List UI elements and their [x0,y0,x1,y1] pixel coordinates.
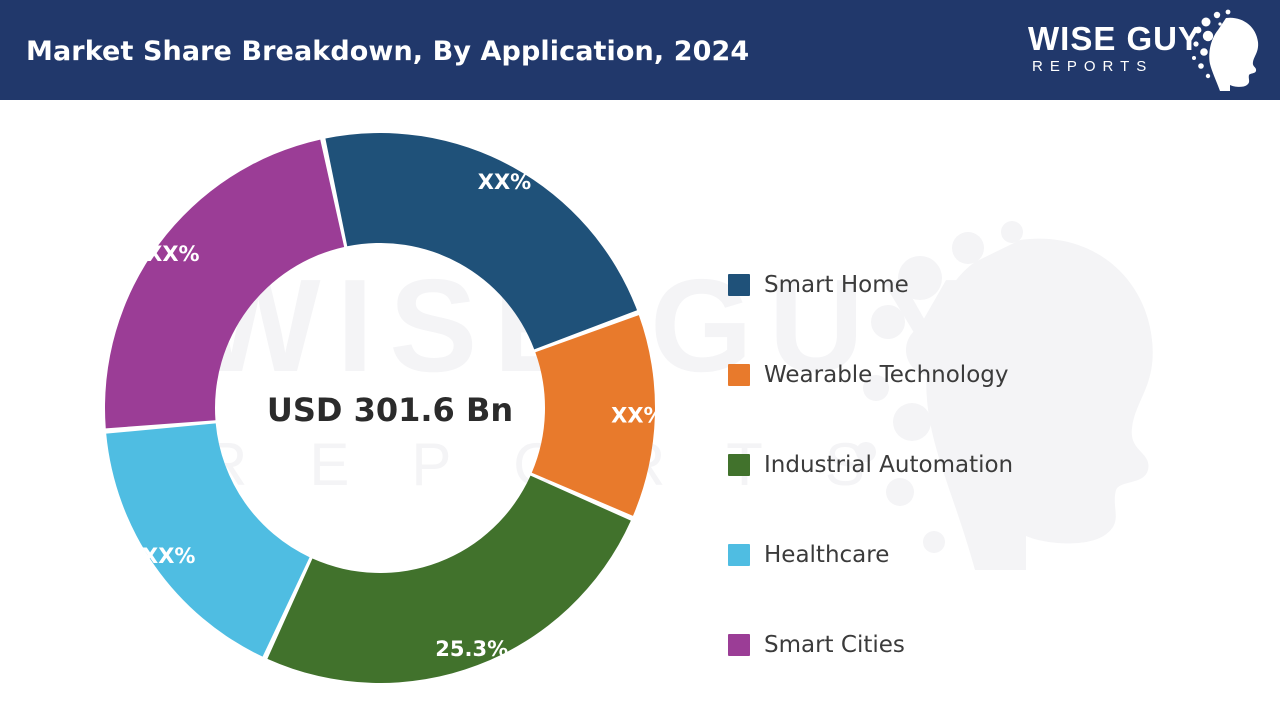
page-header: Market Share Breakdown, By Application, … [0,0,1280,100]
chart-body: WISE GUY REPORTS XX%XX%25.3%XX%XX% [0,100,1280,720]
donut-svg: XX% XX% 25.3% XX% XX% [105,133,665,684]
legend-item-label: Healthcare [764,542,890,568]
chart-legend: Smart Home Wearable Technology Industrial … [728,240,1148,690]
pie-slice-wearable-technology[interactable] [531,315,655,516]
brand-logo: WISE GUY REPORTS [1022,6,1272,94]
slice-value-label: XX% [146,242,199,266]
legend-item[interactable]: Smart Home [728,240,1148,330]
legend-item-label: Wearable Technology [764,362,1009,388]
pie-slice-smart-cities[interactable] [105,139,345,429]
legend-swatch-icon [728,454,750,476]
head-profile-dots-icon [1192,9,1259,91]
slice-value-label: XX% [478,170,531,194]
pie-slice-healthcare[interactable] [106,423,310,657]
legend-item[interactable]: Wearable Technology [728,330,1148,420]
legend-item[interactable]: Industrial Automation [728,420,1148,510]
legend-item[interactable]: Healthcare [728,510,1148,600]
legend-swatch-icon [728,274,750,296]
logo-secondary-text: REPORTS [1032,58,1154,75]
legend-swatch-icon [728,544,750,566]
legend-swatch-icon [728,364,750,386]
legend-item-label: Smart Home [764,272,909,298]
legend-item-label: Industrial Automation [764,452,1014,478]
slice-value-label: XX% [611,404,664,428]
pie-slice-smart-home[interactable] [325,133,638,350]
legend-item-label: Smart Cities [764,632,905,658]
donut-chart: XX% XX% 25.3% XX% XX% USD 301.6 Bn [80,100,700,720]
legend-item[interactable]: Smart Cities [728,600,1148,690]
page-title: Market Share Breakdown, By Application, … [26,36,750,67]
pie-slice-industrial-automation[interactable] [267,475,631,684]
logo-primary-text: WISE GUY [1028,20,1202,57]
legend-swatch-icon [728,634,750,656]
slice-value-label: 25.3% [435,637,508,661]
slice-value-label: XX% [142,544,195,568]
